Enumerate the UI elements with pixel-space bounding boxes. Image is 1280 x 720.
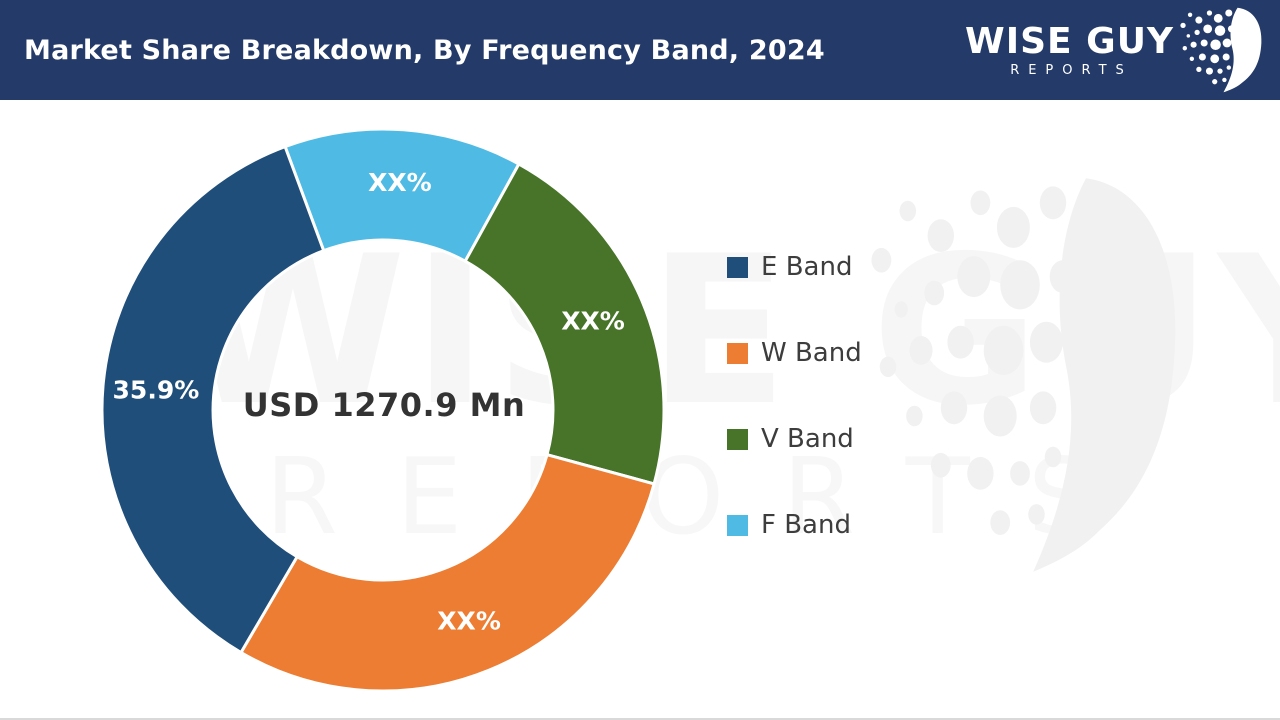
decorative-dot <box>1187 12 1193 17</box>
chart-slice-w-band <box>239 453 656 693</box>
legend-swatch-v-band <box>727 428 748 450</box>
wiseguy-wordmark: WISE GUY <box>964 20 1174 62</box>
decorative-dot <box>1222 53 1230 61</box>
legend-item-e-band: E Band <box>727 252 862 282</box>
face-profile-shape <box>1223 7 1262 93</box>
legend-item-v-band: V Band <box>727 424 862 454</box>
legend-swatch-f-band <box>727 514 748 536</box>
decorative-dot <box>1226 65 1231 70</box>
decorative-dot <box>1198 53 1206 61</box>
legend-label-e-band: E Band <box>761 252 853 282</box>
decorative-dot <box>1180 22 1186 28</box>
decorative-dot <box>1189 56 1195 61</box>
decorative-dot <box>1214 25 1226 36</box>
legend-label-w-band: W Band <box>761 338 862 368</box>
decorative-dot <box>1222 38 1232 48</box>
legend-label-v-band: V Band <box>761 424 854 454</box>
chart-legend: E Band W Band V Band F Band <box>727 252 862 540</box>
header: Market Share Breakdown, By Frequency Ban… <box>0 0 1280 100</box>
decorative-dot <box>1210 54 1220 64</box>
decorative-dot <box>1194 29 1200 36</box>
decorative-dot <box>1182 46 1187 51</box>
decorative-dot <box>1222 77 1227 83</box>
brand-wordmark-block: WISE GUY REPORTS <box>964 20 1174 78</box>
face-dots-icon <box>1180 7 1262 93</box>
legend-swatch-e-band <box>727 256 748 278</box>
decorative-dot <box>1203 24 1213 34</box>
slice-label-f-band: XX% <box>368 168 432 197</box>
legend-item-w-band: W Band <box>727 338 862 368</box>
chart-slice-v-band <box>463 162 666 486</box>
slice-label-v-band: XX% <box>561 307 625 336</box>
bottom-divider <box>0 718 1280 720</box>
reports-wordmark: REPORTS <box>1010 62 1133 78</box>
decorative-dot <box>1200 39 1208 47</box>
decorative-dot <box>1217 68 1223 74</box>
decorative-dot <box>1190 41 1197 48</box>
legend-item-f-band: F Band <box>727 510 862 540</box>
decorative-dot <box>1206 10 1213 16</box>
decorative-dot <box>1205 67 1213 75</box>
decorative-dot <box>1195 16 1203 24</box>
legend-label-f-band: F Band <box>761 510 851 540</box>
decorative-dot <box>1210 39 1221 50</box>
legend-swatch-w-band <box>727 342 748 364</box>
chart-center-value: USD 1270.9 Mn <box>242 386 526 424</box>
slice-label-e-band: 35.9% <box>113 376 200 405</box>
decorative-dot <box>1186 34 1191 38</box>
slice-label-w-band: XX% <box>437 607 501 636</box>
decorative-dot <box>1213 13 1223 23</box>
decorative-dot <box>1196 66 1202 72</box>
page-title: Market Share Breakdown, By Frequency Ban… <box>24 34 825 66</box>
decorative-dot <box>1225 9 1233 17</box>
chart-slice-e-band <box>100 145 326 654</box>
brand-logo: WISE GUY REPORTS <box>965 6 1264 94</box>
decorative-dot <box>1212 79 1218 85</box>
